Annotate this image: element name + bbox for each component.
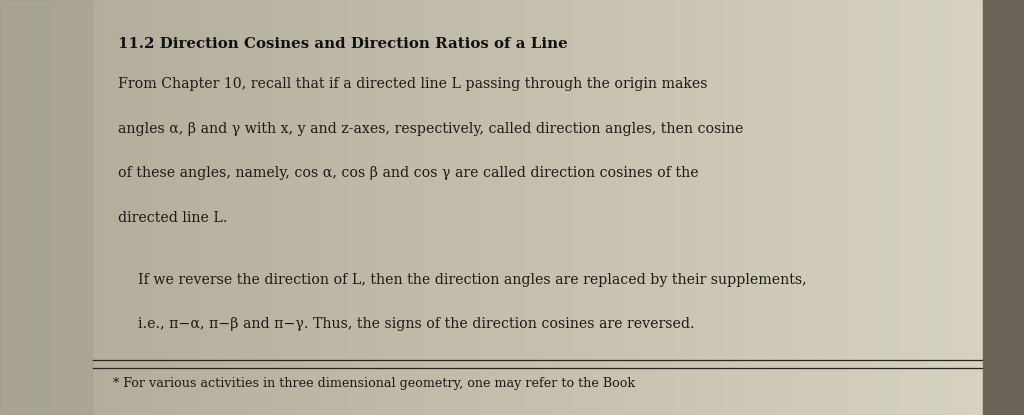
Bar	[983, 0, 1024, 415]
Text: 11.2 Direction Cosines and Direction Ratios of a Line: 11.2 Direction Cosines and Direction Rat…	[118, 37, 567, 51]
Bar	[0, 0, 92, 415]
Text: From Chapter 10, recall that if a directed line L passing through the origin mak: From Chapter 10, recall that if a direct…	[118, 77, 708, 91]
Text: of these angles, namely, cos α, cos β and cos γ are called direction cosines of : of these angles, namely, cos α, cos β an…	[118, 166, 698, 181]
Text: directed line L.: directed line L.	[118, 211, 227, 225]
Text: angles α, β and γ with x, y and z-axes, respectively, called direction angles, t: angles α, β and γ with x, y and z-axes, …	[118, 122, 743, 136]
Text: i.e., π−α, π−β and π−γ. Thus, the signs of the direction cosines are reversed.: i.e., π−α, π−β and π−γ. Thus, the signs …	[138, 317, 695, 332]
Text: * For various activities in three dimensional geometry, one may refer to the Boo: * For various activities in three dimens…	[113, 377, 635, 390]
Text: If we reverse the direction of L, then the direction angles are replaced by thei: If we reverse the direction of L, then t…	[138, 273, 807, 287]
